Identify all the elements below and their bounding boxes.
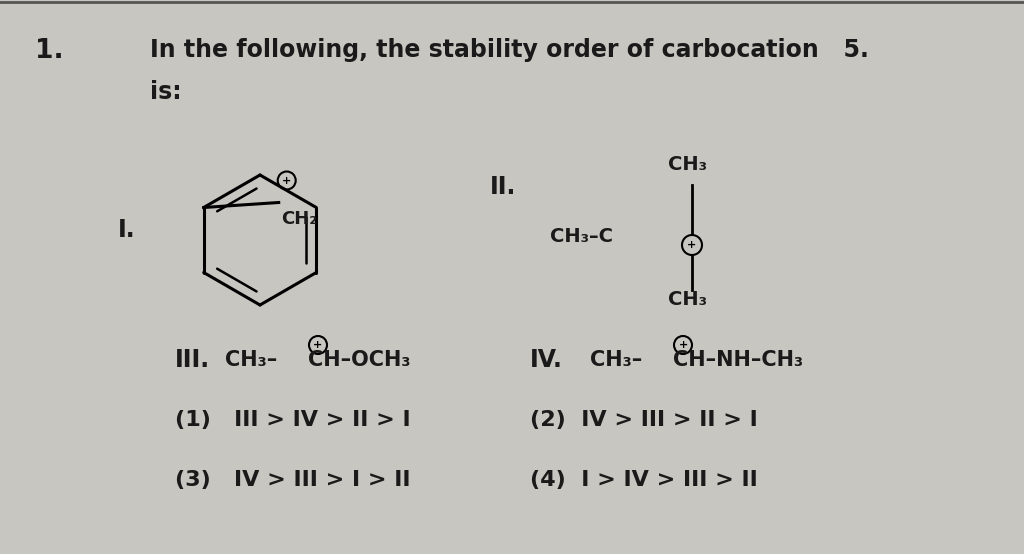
Text: I.: I. [118,218,135,242]
Text: (4)  I > IV > III > II: (4) I > IV > III > II [530,470,758,490]
Text: CH₃–C: CH₃–C [550,228,613,247]
Text: CH₃: CH₃ [668,155,707,174]
Text: +: + [313,340,323,350]
Text: CH–NH–CH₃: CH–NH–CH₃ [673,350,803,370]
Text: +: + [687,240,696,250]
Text: III.: III. [175,348,210,372]
Text: CH₃–: CH₃– [225,350,278,370]
Text: CH₃–: CH₃– [590,350,642,370]
Text: is:: is: [150,80,181,104]
Text: (2)  IV > III > II > I: (2) IV > III > II > I [530,410,758,430]
Text: II.: II. [490,175,516,199]
Text: CH–OCH₃: CH–OCH₃ [308,350,411,370]
Text: In the following, the stability order of carbocation   5.: In the following, the stability order of… [150,38,869,62]
Text: (1)   III > IV > II > I: (1) III > IV > II > I [175,410,411,430]
Text: IV.: IV. [530,348,563,372]
Text: +: + [678,340,688,350]
Text: +: + [282,176,292,186]
Text: CH₂: CH₂ [281,211,316,228]
Text: (3)   IV > III > I > II: (3) IV > III > I > II [175,470,411,490]
Text: CH₃: CH₃ [668,290,707,309]
Text: 1.: 1. [35,38,63,64]
